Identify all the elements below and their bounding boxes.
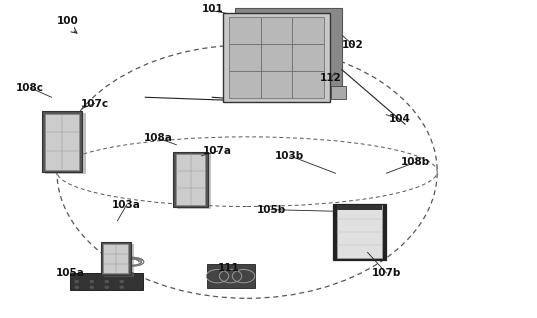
Circle shape (75, 286, 78, 288)
Text: 105a: 105a (56, 268, 85, 278)
Bar (261, 71, 292, 98)
Bar (235, 8, 342, 96)
Circle shape (75, 280, 78, 282)
Text: 103a: 103a (112, 200, 141, 210)
Bar (229, 71, 261, 98)
Bar (104, 244, 128, 273)
Text: 101: 101 (201, 3, 223, 14)
Circle shape (120, 280, 124, 282)
Bar (292, 17, 324, 44)
Text: 104: 104 (389, 114, 411, 124)
Text: 102: 102 (342, 40, 364, 50)
Circle shape (105, 280, 108, 282)
Bar (292, 71, 324, 98)
Text: 112: 112 (320, 73, 342, 83)
Bar (46, 114, 79, 169)
Bar (207, 264, 255, 288)
Text: 108c: 108c (16, 83, 44, 93)
Bar (229, 17, 261, 44)
Bar (261, 17, 292, 44)
Bar (223, 13, 330, 102)
Bar (337, 205, 382, 211)
Circle shape (120, 286, 124, 288)
Bar (177, 154, 212, 209)
Bar (333, 204, 386, 259)
Text: 100: 100 (57, 16, 78, 26)
Text: 111: 111 (217, 263, 239, 273)
Bar (42, 111, 82, 172)
Circle shape (105, 286, 108, 288)
Circle shape (90, 280, 93, 282)
Text: 108a: 108a (144, 134, 173, 143)
Bar (229, 44, 261, 71)
Text: 105b: 105b (257, 205, 286, 215)
Text: 103b: 103b (275, 151, 304, 161)
Bar (104, 244, 134, 277)
Bar (46, 113, 85, 174)
Bar (292, 44, 324, 71)
Bar (337, 205, 382, 258)
Bar (261, 44, 292, 71)
Text: 107a: 107a (203, 146, 232, 156)
Bar (331, 86, 346, 100)
Bar (176, 154, 206, 205)
Text: 107b: 107b (372, 268, 401, 278)
Text: 108b: 108b (401, 157, 431, 167)
Bar (173, 152, 208, 207)
Text: 107c: 107c (81, 99, 108, 108)
Circle shape (90, 286, 93, 288)
Bar (70, 273, 143, 290)
Bar (101, 242, 130, 275)
